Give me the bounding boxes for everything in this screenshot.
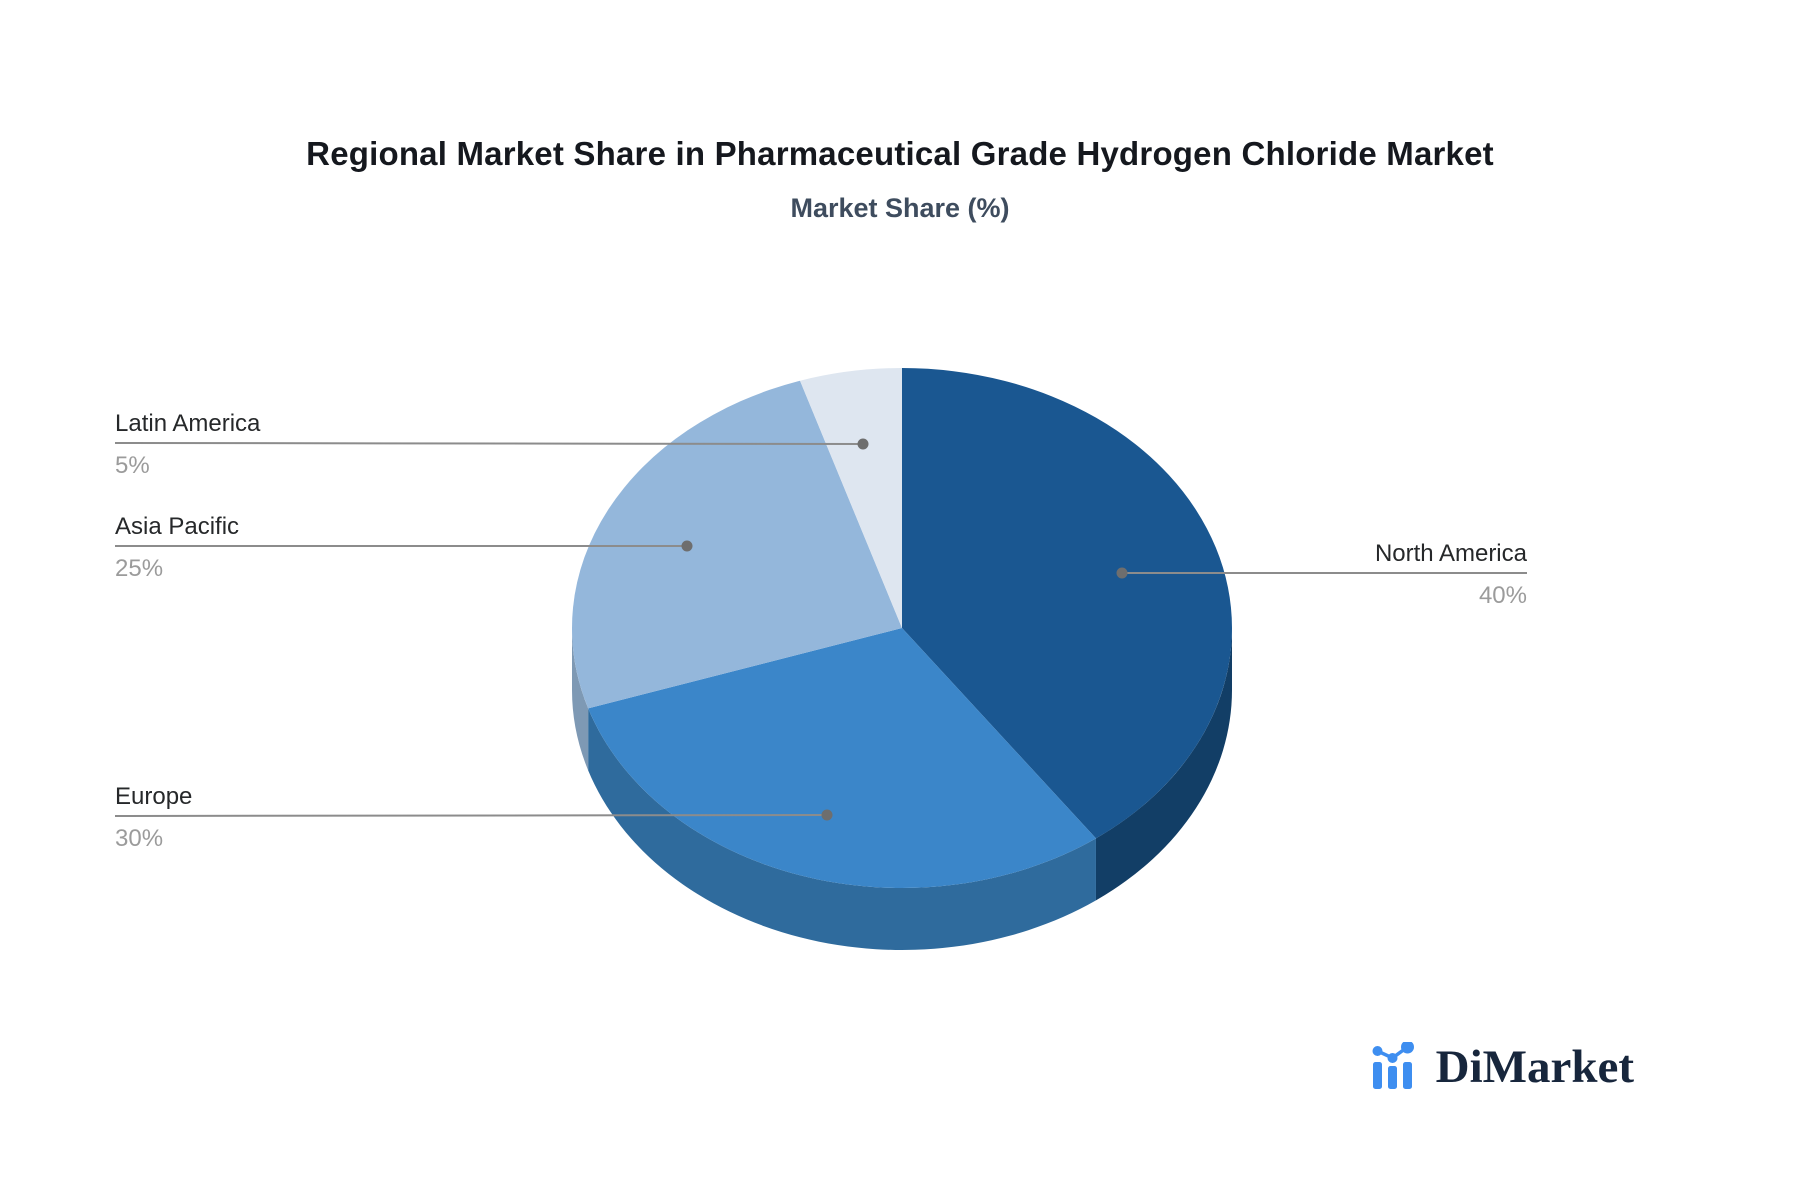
slice-percentage: 5%	[115, 452, 150, 479]
slice-label: Asia Pacific	[115, 513, 240, 540]
pie-slice-side-north-america	[1095, 628, 1232, 901]
slice-percentage: 40%	[1478, 582, 1527, 609]
leader-line-latin-america	[114, 442, 864, 445]
chart-title: Regional Market Share in Pharmaceutical …	[306, 135, 1494, 172]
slice-label: Europe	[115, 783, 193, 810]
chart-subtitle: Market Share (%)	[790, 193, 1010, 223]
callout-asia-pacific: Asia Pacific 25%	[115, 512, 239, 584]
leader-dot-europe	[821, 809, 833, 821]
leader-dot-latin-america	[857, 438, 869, 450]
slice-percentage: 25%	[115, 555, 164, 582]
leader-dot-north-america	[1116, 567, 1128, 579]
slice-label: North America	[1374, 540, 1527, 567]
brand-name: DiMarket	[1435, 1041, 1634, 1093]
pie-slice-asia-pacific	[572, 380, 902, 709]
leader-line-europe	[114, 814, 828, 817]
slice-percentage: 30%	[115, 825, 164, 852]
pie-slice-north-america	[902, 368, 1232, 839]
callout-north-america: North America 40%	[1375, 539, 1527, 611]
pie-slice-side-asia-pacific	[572, 628, 589, 771]
slice-label: Latin America	[115, 410, 261, 437]
leader-dot-asia-pacific	[681, 540, 693, 552]
pie-slice-latin-america	[800, 368, 902, 628]
pie-slice-side-europe	[588, 708, 1096, 950]
callout-europe: Europe 30%	[115, 782, 192, 854]
bar-line-chart-icon	[1372, 1042, 1414, 1089]
pie-slice-europe	[588, 628, 1096, 888]
callout-latin-america: Latin America 5%	[115, 409, 260, 481]
brand-logo: DiMarket	[1370, 1042, 1634, 1092]
